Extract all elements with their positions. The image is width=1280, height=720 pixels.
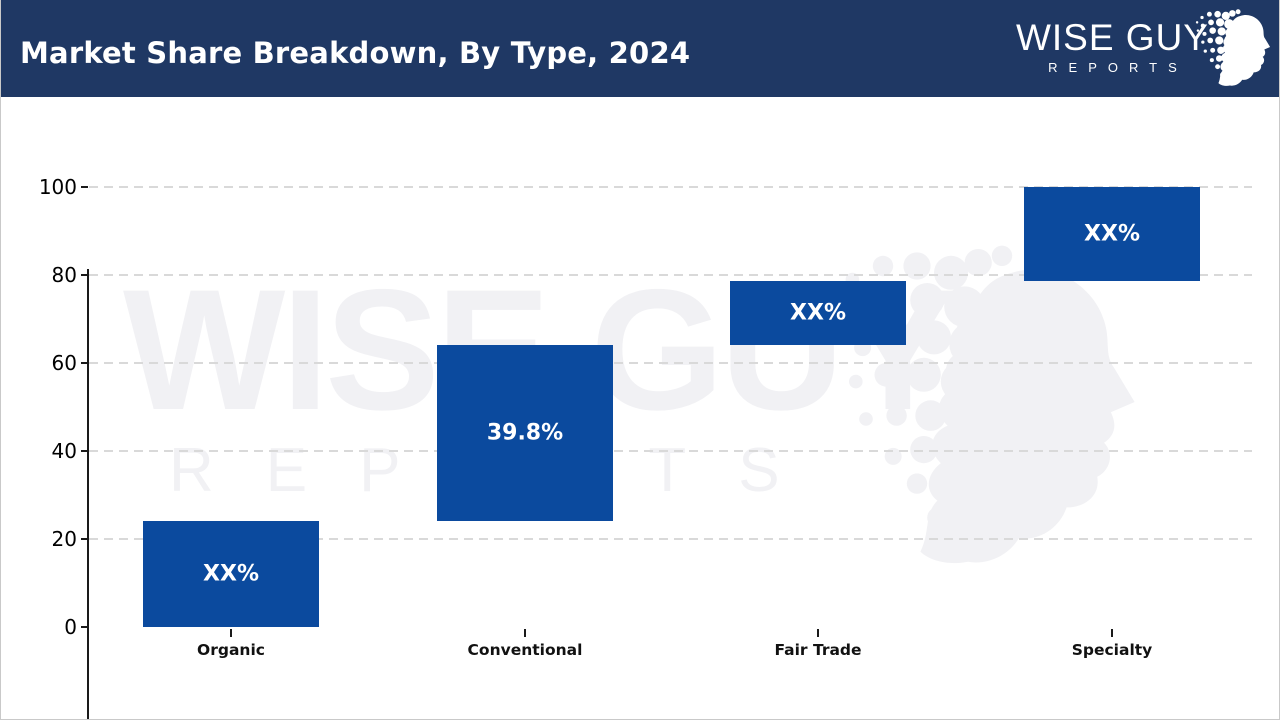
page-title: Market Share Breakdown, By Type, 2024 — [20, 36, 691, 70]
brand-tagline: REPORTS — [1048, 60, 1188, 75]
y-axis-tick — [81, 274, 88, 276]
y-axis-tick — [81, 538, 88, 540]
y-axis-tick — [81, 186, 88, 188]
brand-logo-text: WISE GUY REPORTS — [1016, 19, 1209, 75]
header-bar: Market Share Breakdown, By Type, 2024 WI… — [1, 0, 1279, 97]
gridline — [89, 362, 1252, 364]
y-axis-tick-label: 40 — [51, 439, 77, 463]
x-axis-tick — [817, 629, 819, 637]
x-axis-category-label: Conventional — [467, 641, 583, 659]
bar-segment-conventional — [437, 345, 613, 521]
y-axis-tick-label: 20 — [51, 527, 77, 551]
y-axis-tick-label: 0 — [64, 615, 77, 639]
bar-value-label: XX% — [790, 300, 846, 326]
gridline — [89, 186, 1252, 188]
y-axis-tick-label: 80 — [51, 263, 77, 287]
x-axis-tick — [230, 629, 232, 637]
bar-segment-organic — [143, 520, 319, 627]
gridline — [89, 450, 1252, 452]
bar-value-label: XX% — [203, 561, 259, 587]
y-axis-tick — [81, 450, 88, 452]
y-axis-tick-label: 60 — [51, 351, 77, 375]
waterfall-chart: 0 20 40 60 80 100 XX% Organic 39.8% Conventional X… — [1, 97, 1279, 719]
bar-value-label: 39.8% — [486, 420, 564, 446]
bar-value-label: XX% — [1084, 221, 1140, 247]
gridline — [89, 538, 1252, 540]
brand-name: WISE GUY — [1015, 17, 1209, 58]
y-axis-tick — [81, 362, 88, 364]
y-axis-tick — [81, 626, 88, 628]
brand-logo: WISE GUY REPORTS — [1016, 4, 1275, 90]
x-axis-tick — [524, 629, 526, 637]
x-axis-category-label: Specialty — [1071, 641, 1153, 659]
gridline — [89, 274, 1252, 276]
y-axis-line — [87, 269, 89, 719]
x-axis-category-label: Fair Trade — [774, 641, 862, 659]
y-axis-tick-label: 100 — [38, 175, 77, 199]
x-axis-tick — [1111, 629, 1113, 637]
x-axis-category-label: Organic — [197, 641, 265, 659]
